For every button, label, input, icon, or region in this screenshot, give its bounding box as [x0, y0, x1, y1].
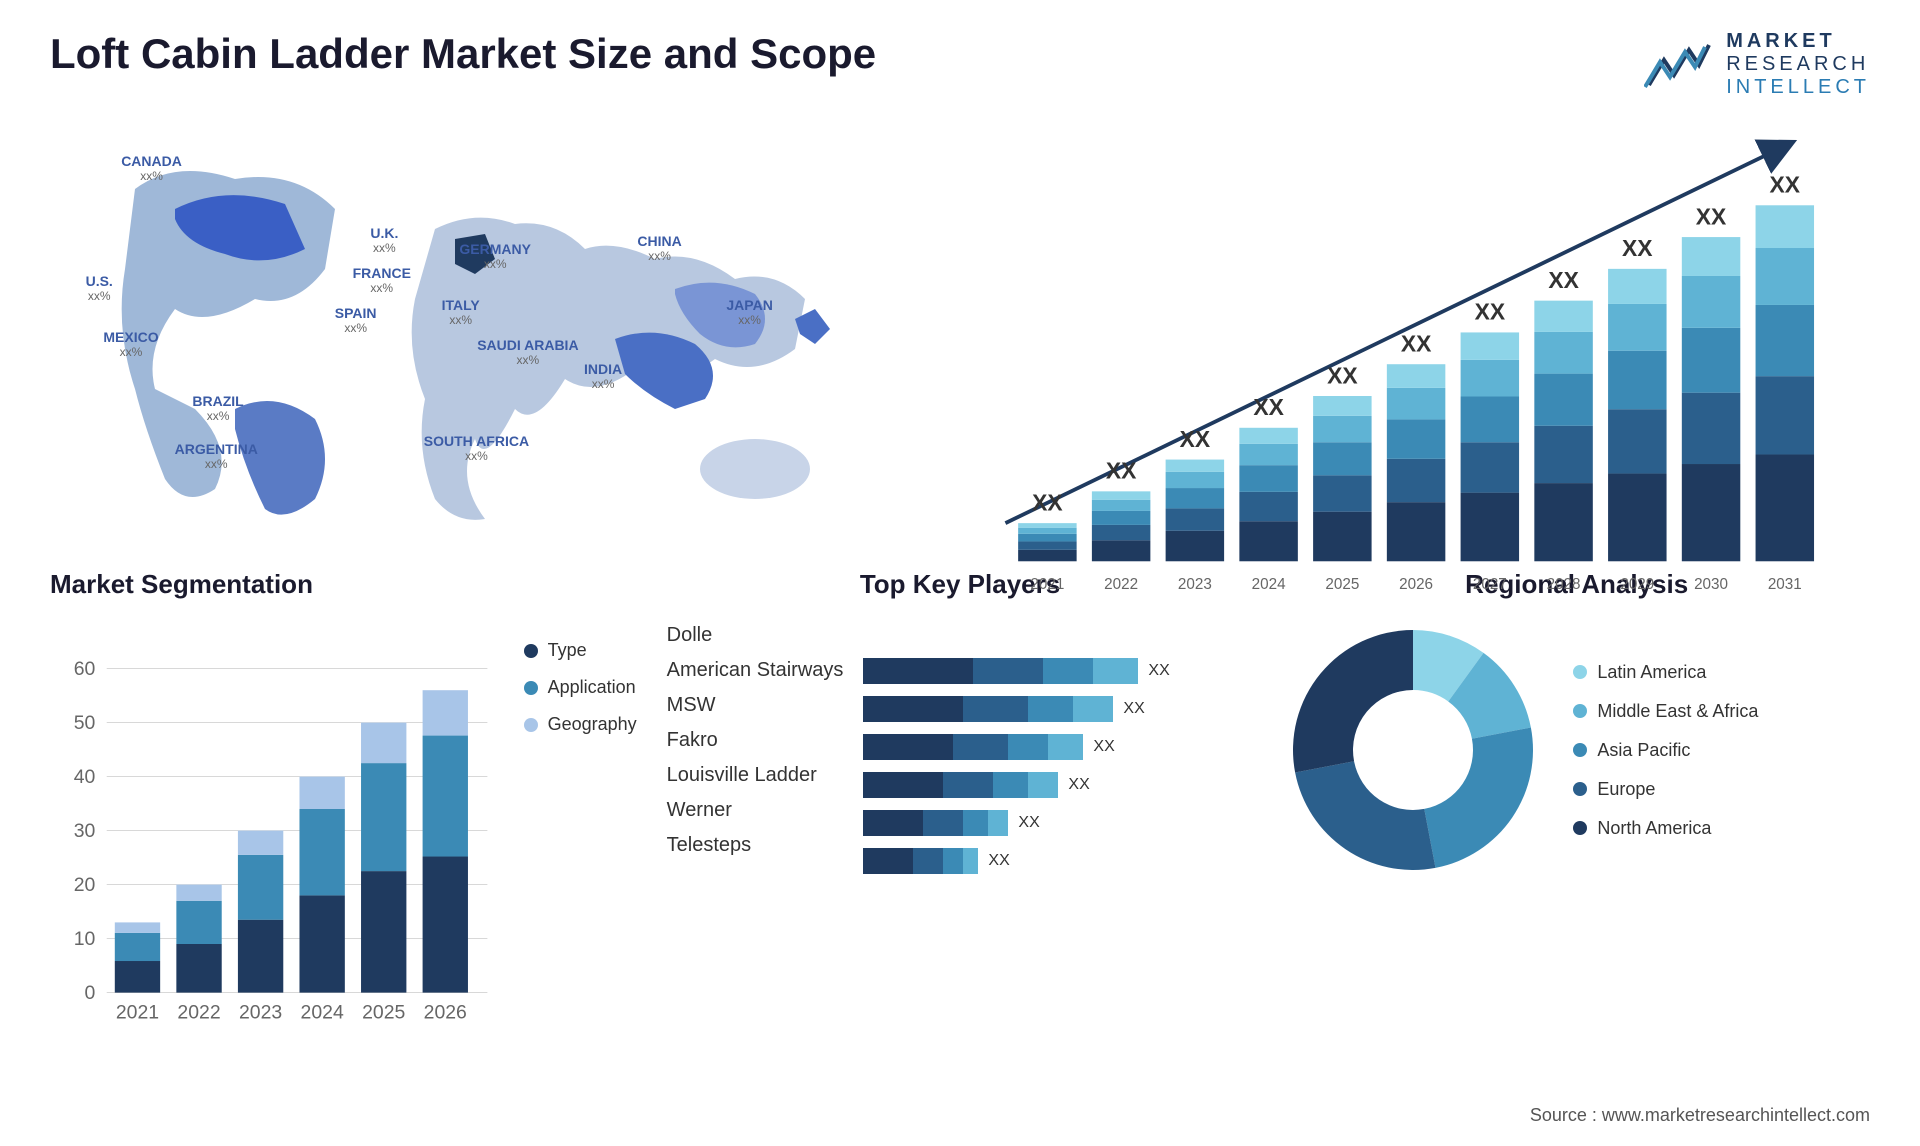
- regional-donut: [1283, 620, 1543, 880]
- map-label: MEXICOxx%: [103, 329, 158, 359]
- map-label: JAPANxx%: [726, 297, 772, 327]
- svg-text:2029: 2029: [1620, 576, 1654, 593]
- svg-text:20: 20: [74, 874, 96, 896]
- map-label: SPAINxx%: [335, 305, 377, 335]
- svg-text:XX: XX: [1032, 489, 1063, 515]
- svg-text:2028: 2028: [1547, 576, 1581, 593]
- map-label: INDIAxx%: [584, 361, 622, 391]
- segmentation-legend: Type Application Geography: [524, 620, 637, 880]
- map-label: FRANCExx%: [353, 265, 411, 295]
- legend-item: Geography: [524, 714, 637, 735]
- growth-bar-chart: XX2021XX2022XX2023XX2024XX2025XX2026XX20…: [980, 129, 1870, 529]
- svg-text:2023: 2023: [239, 1002, 282, 1024]
- map-label: ARGENTINAxx%: [175, 441, 258, 471]
- svg-text:2025: 2025: [1325, 576, 1359, 593]
- svg-text:XX: XX: [1253, 394, 1284, 420]
- legend-item: Application: [524, 677, 637, 698]
- svg-text:2024: 2024: [1252, 576, 1286, 593]
- logo-mark-icon: [1644, 40, 1714, 90]
- svg-text:2026: 2026: [1399, 576, 1433, 593]
- legend-item: Middle East & Africa: [1573, 701, 1758, 722]
- svg-text:2022: 2022: [1104, 576, 1138, 593]
- svg-text:0: 0: [85, 982, 96, 1004]
- player-name: Telesteps: [667, 834, 844, 857]
- svg-text:XX: XX: [1770, 172, 1801, 198]
- segmentation-section: Market Segmentation 01020304050602021202…: [50, 569, 637, 889]
- svg-text:XX: XX: [1548, 267, 1579, 293]
- legend-item: Latin America: [1573, 662, 1758, 683]
- map-label: GERMANYxx%: [459, 241, 531, 271]
- regional-legend: Latin America Middle East & Africa Asia Pa…: [1573, 662, 1758, 839]
- player-name: Fakro: [667, 729, 844, 752]
- svg-text:2030: 2030: [1694, 576, 1728, 593]
- svg-text:2021: 2021: [1030, 576, 1064, 593]
- svg-text:XX: XX: [1401, 330, 1432, 356]
- svg-text:2023: 2023: [1178, 576, 1212, 593]
- world-map: CANADAxx% U.S.xx% MEXICOxx% BRAZILxx% ARGENT…: [50, 129, 940, 529]
- map-label: SAUDI ARABIAxx%: [477, 337, 578, 367]
- player-name: Louisville Ladder: [667, 764, 844, 787]
- logo-text-3: INTELLECT: [1726, 76, 1870, 99]
- map-label: SOUTH AFRICAxx%: [424, 433, 529, 463]
- player-bar-row: XX: [863, 730, 1253, 764]
- map-label: U.K.xx%: [370, 225, 398, 255]
- source-text: Source : www.marketresearchintellect.com: [1530, 1105, 1870, 1126]
- player-bar-row: XX: [863, 692, 1253, 726]
- map-label: BRAZILxx%: [192, 393, 243, 423]
- player-bar-row: XX: [863, 654, 1253, 688]
- players-section: Top Key Players DolleAmerican StairwaysM…: [667, 569, 1254, 889]
- players-list: Dolle American Stairways MSW Fakro Louisvill…: [667, 620, 844, 882]
- svg-text:2025: 2025: [362, 1002, 405, 1024]
- svg-text:XX: XX: [1622, 235, 1653, 261]
- player-name: Werner: [667, 799, 844, 822]
- svg-text:2027: 2027: [1473, 576, 1507, 593]
- page-title: Loft Cabin Ladder Market Size and Scope: [50, 30, 876, 78]
- map-label: CHINAxx%: [637, 233, 681, 263]
- svg-text:2022: 2022: [177, 1002, 220, 1024]
- map-label: CANADAxx%: [121, 153, 182, 183]
- player-name: American Stairways: [667, 659, 844, 682]
- segmentation-chart: 0 10 20 30 40 50 60 2021 2022 2023 2024 2025 2026: [50, 620, 504, 1041]
- svg-text:2026: 2026: [424, 1002, 467, 1024]
- player-bar-row: XX: [863, 806, 1253, 840]
- legend-item: North America: [1573, 818, 1758, 839]
- legend-item: Asia Pacific: [1573, 740, 1758, 761]
- player-bar-row: XX: [863, 768, 1253, 802]
- player-bar-row: XX: [863, 844, 1253, 878]
- svg-text:50: 50: [74, 712, 96, 734]
- logo-text-2: RESEARCH: [1726, 53, 1870, 76]
- svg-text:XX: XX: [1106, 458, 1137, 484]
- map-label: ITALYxx%: [442, 297, 480, 327]
- svg-text:XX: XX: [1475, 299, 1506, 325]
- map-label: U.S.xx%: [86, 273, 113, 303]
- svg-text:2021: 2021: [116, 1002, 159, 1024]
- svg-text:XX: XX: [1696, 203, 1727, 229]
- logo-text-1: MARKET: [1726, 30, 1870, 53]
- svg-text:60: 60: [74, 658, 96, 680]
- svg-text:40: 40: [74, 766, 96, 788]
- svg-text:XX: XX: [1327, 362, 1358, 388]
- segmentation-title: Market Segmentation: [50, 569, 637, 600]
- regional-section: Regional Analysis Latin AmericaMiddle Ea…: [1283, 569, 1870, 889]
- brand-logo: MARKET RESEARCH INTELLECT: [1644, 30, 1870, 99]
- players-bars: XX XX XX XX XX XX: [863, 620, 1253, 882]
- legend-item: Europe: [1573, 779, 1758, 800]
- svg-text:2024: 2024: [301, 1002, 344, 1024]
- svg-text:30: 30: [74, 820, 96, 842]
- player-name: Dolle: [667, 624, 844, 647]
- player-name: MSW: [667, 694, 844, 717]
- svg-text:10: 10: [74, 928, 96, 950]
- legend-item: Type: [524, 640, 637, 661]
- svg-text:XX: XX: [1180, 426, 1211, 452]
- svg-text:2031: 2031: [1768, 576, 1802, 593]
